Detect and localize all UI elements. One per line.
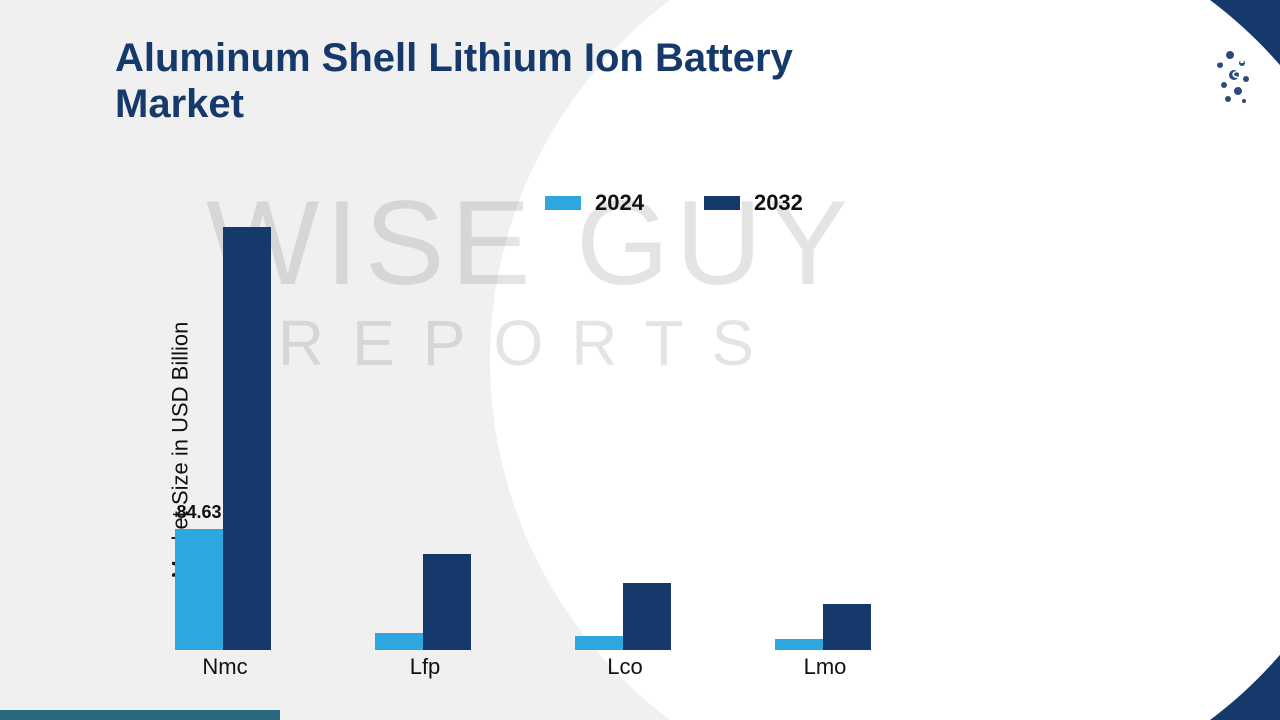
- bar-nmc-2024: [175, 529, 223, 650]
- brand-logo: WISE GUY REPORTS: [1067, 30, 1255, 89]
- bar-lco-2024: [575, 636, 623, 650]
- chart: Market Size in USD Billion 84.63 NmcLfpL…: [90, 220, 910, 680]
- canvas: WISE GUY REPORTS Aluminum Shell Lithium …: [0, 0, 1280, 720]
- bar-lmo-2032: [823, 604, 871, 650]
- legend-swatch-2032: [704, 196, 740, 210]
- legend: 2024 2032: [545, 190, 803, 216]
- brand-main: WISE GUY: [1067, 30, 1255, 72]
- bottom-accent-bar: [0, 710, 280, 720]
- page-title: Aluminum Shell Lithium Ion Battery Marke…: [115, 35, 875, 127]
- bar-lmo-2024: [775, 639, 823, 650]
- legend-item-2032: 2032: [704, 190, 803, 216]
- legend-swatch-2024: [545, 196, 581, 210]
- legend-item-2024: 2024: [545, 190, 644, 216]
- legend-label-2024: 2024: [595, 190, 644, 216]
- plot-area: 84.63: [140, 220, 910, 650]
- x-label-lmo: Lmo: [770, 654, 880, 680]
- x-label-lco: Lco: [570, 654, 680, 680]
- bar-lco-2032: [623, 583, 671, 650]
- bar-lfp-2024: [375, 633, 423, 650]
- bar-lfp-2032: [423, 554, 471, 650]
- brand-sub: REPORTS: [1067, 68, 1255, 89]
- bar-nmc-2032: [223, 227, 271, 650]
- x-label-lfp: Lfp: [370, 654, 480, 680]
- x-label-nmc: Nmc: [170, 654, 280, 680]
- bar-value-label-nmc-2024: 84.63: [149, 502, 249, 523]
- legend-label-2032: 2032: [754, 190, 803, 216]
